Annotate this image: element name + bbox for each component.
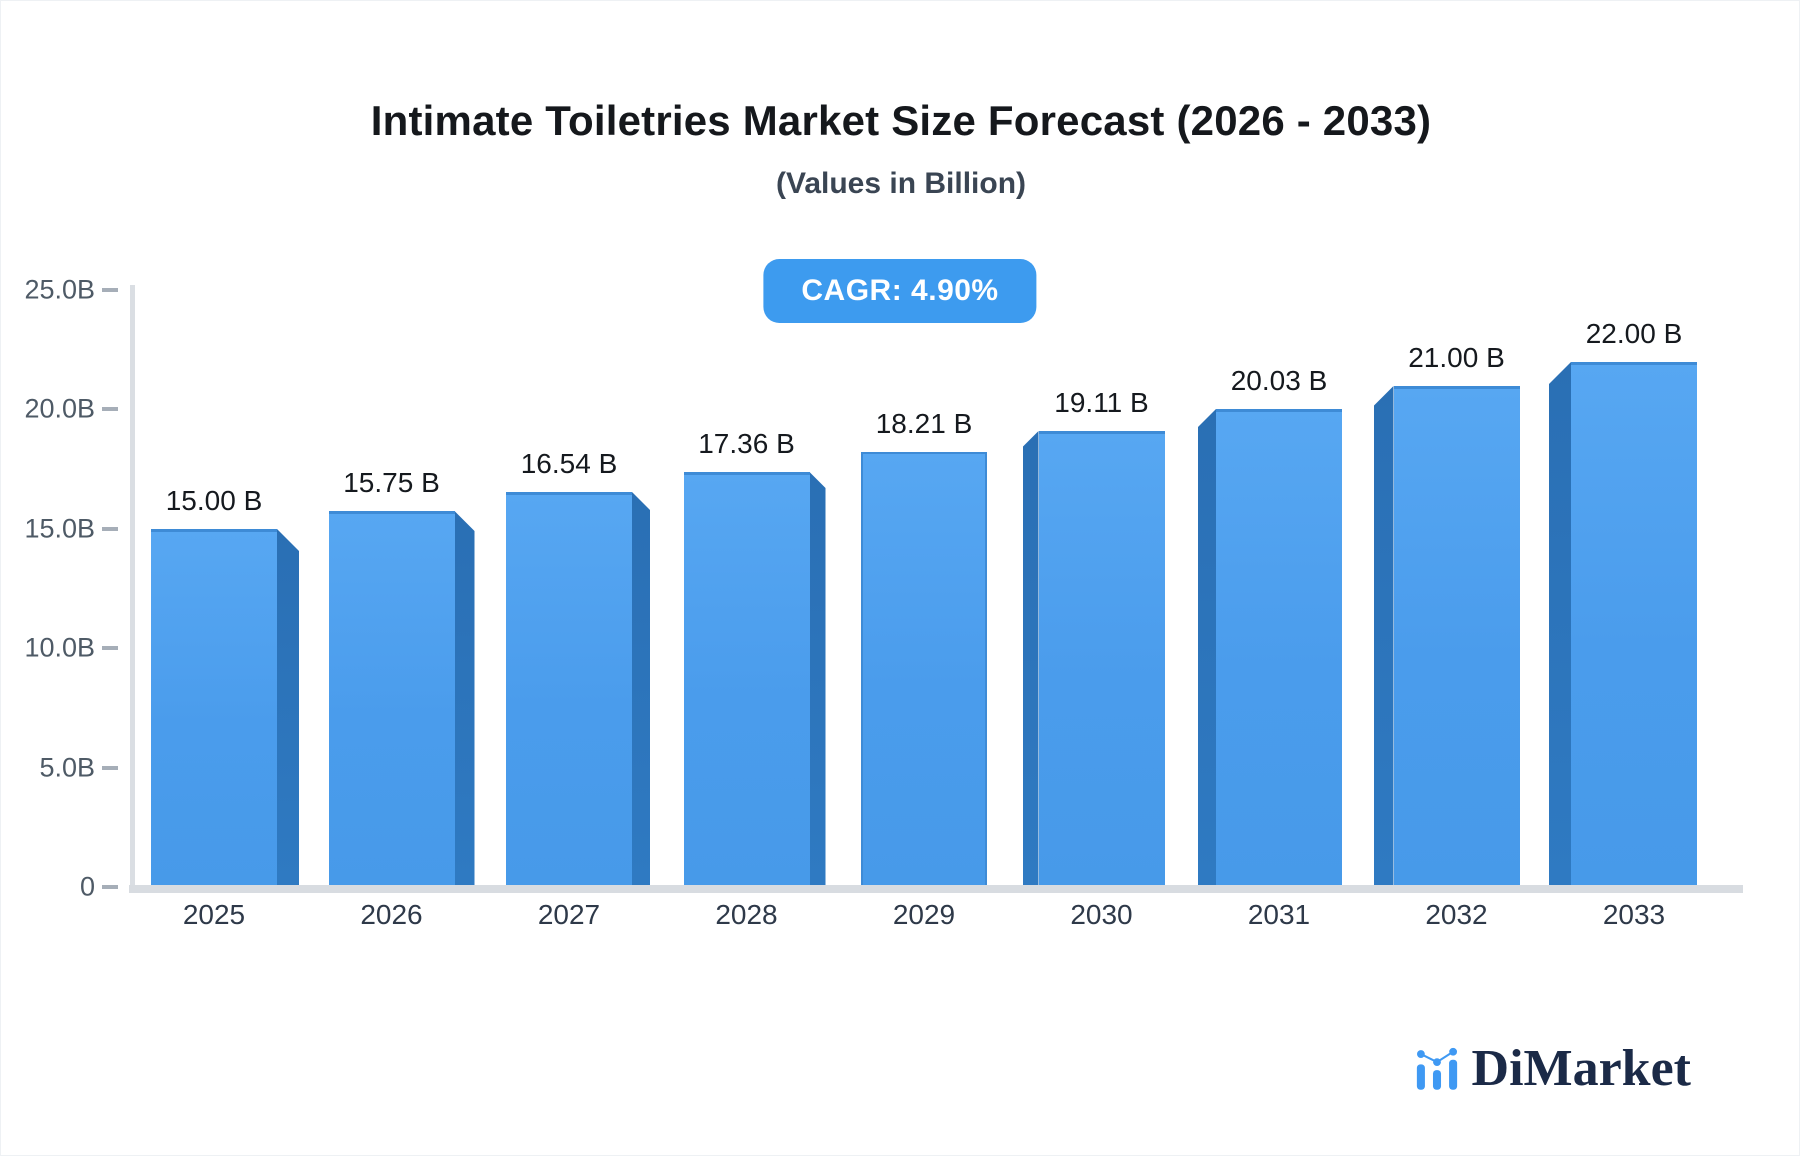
bar-value-label: 22.00 B bbox=[1585, 318, 1683, 349]
y-axis-tick-label: 0 bbox=[79, 871, 95, 902]
bar-2029 bbox=[861, 452, 987, 885]
x-axis-label-2025: 2025 bbox=[182, 899, 246, 930]
bar-value-label: 19.11 B bbox=[1054, 387, 1149, 418]
bar-3d-side bbox=[632, 492, 650, 885]
x-axis-label-2026: 2026 bbox=[360, 899, 423, 930]
y-axis-tick-label: 15.0B bbox=[24, 513, 95, 544]
y-axis-tick bbox=[102, 646, 118, 651]
bar-value-label: 16.54 B bbox=[520, 448, 618, 479]
bar-3d-side bbox=[1373, 386, 1394, 885]
bar-2030 bbox=[1038, 431, 1165, 885]
y-axis-tick bbox=[102, 288, 118, 292]
x-axis-label-2028: 2028 bbox=[715, 899, 778, 930]
y-axis-tick-label: 5.0B bbox=[39, 752, 95, 783]
bar-value-label: 17.36 B bbox=[698, 428, 795, 459]
x-axis-label-2032: 2032 bbox=[1425, 899, 1488, 930]
bar-3d-side bbox=[454, 511, 475, 885]
y-axis-line bbox=[130, 285, 135, 893]
y-axis-tick-label: 25.0B bbox=[24, 274, 95, 305]
chart-subtitle: (Values in Billion) bbox=[775, 167, 1027, 200]
brand-name: DiMarket bbox=[1471, 1040, 1691, 1097]
bar-2031 bbox=[1216, 409, 1342, 885]
chart-title: Intimate Toiletries Market Size Forecast… bbox=[370, 97, 1432, 144]
bar-3d-side bbox=[1549, 362, 1571, 885]
bar-2026 bbox=[328, 511, 455, 885]
brand-logo: DiMarket bbox=[1414, 1043, 1691, 1095]
y-axis-tick bbox=[102, 407, 118, 412]
x-axis-label-2027: 2027 bbox=[537, 899, 601, 930]
bar-2025 bbox=[151, 529, 277, 885]
bar-3d-side bbox=[1198, 409, 1216, 885]
x-axis-label-2031: 2031 bbox=[1247, 899, 1311, 930]
bar-value-label: 20.03 B bbox=[1230, 365, 1328, 396]
bar-2028 bbox=[683, 472, 810, 885]
bar-value-label: 15.00 B bbox=[165, 485, 263, 516]
y-axis-tick bbox=[102, 765, 118, 770]
bar-2032 bbox=[1393, 386, 1520, 885]
x-axis-label-2033: 2033 bbox=[1602, 899, 1666, 930]
y-axis-tick bbox=[102, 885, 118, 889]
x-axis-label-2030: 2030 bbox=[1070, 899, 1133, 930]
x-axis-label-2029: 2029 bbox=[892, 899, 956, 930]
bar-chart-logo-icon bbox=[1416, 1047, 1457, 1090]
cagr-badge: CAGR: 4.90% bbox=[763, 259, 1037, 323]
y-axis-tick-label: 20.0B bbox=[24, 393, 95, 424]
bar-value-label: 18.21 B bbox=[875, 408, 973, 439]
bar-value-label: 15.75 B bbox=[343, 467, 440, 498]
bar-3d-side bbox=[277, 529, 299, 885]
x-axis-baseline bbox=[129, 885, 1743, 893]
bar-2033 bbox=[1571, 362, 1697, 885]
y-axis-tick-label: 10.0B bbox=[24, 632, 95, 663]
bar-value-label: 21.00 B bbox=[1408, 342, 1505, 373]
bar-3d-side bbox=[1022, 431, 1039, 885]
y-axis-tick bbox=[102, 526, 118, 531]
bar-3d-side bbox=[809, 472, 826, 885]
bar-2027 bbox=[506, 492, 632, 885]
